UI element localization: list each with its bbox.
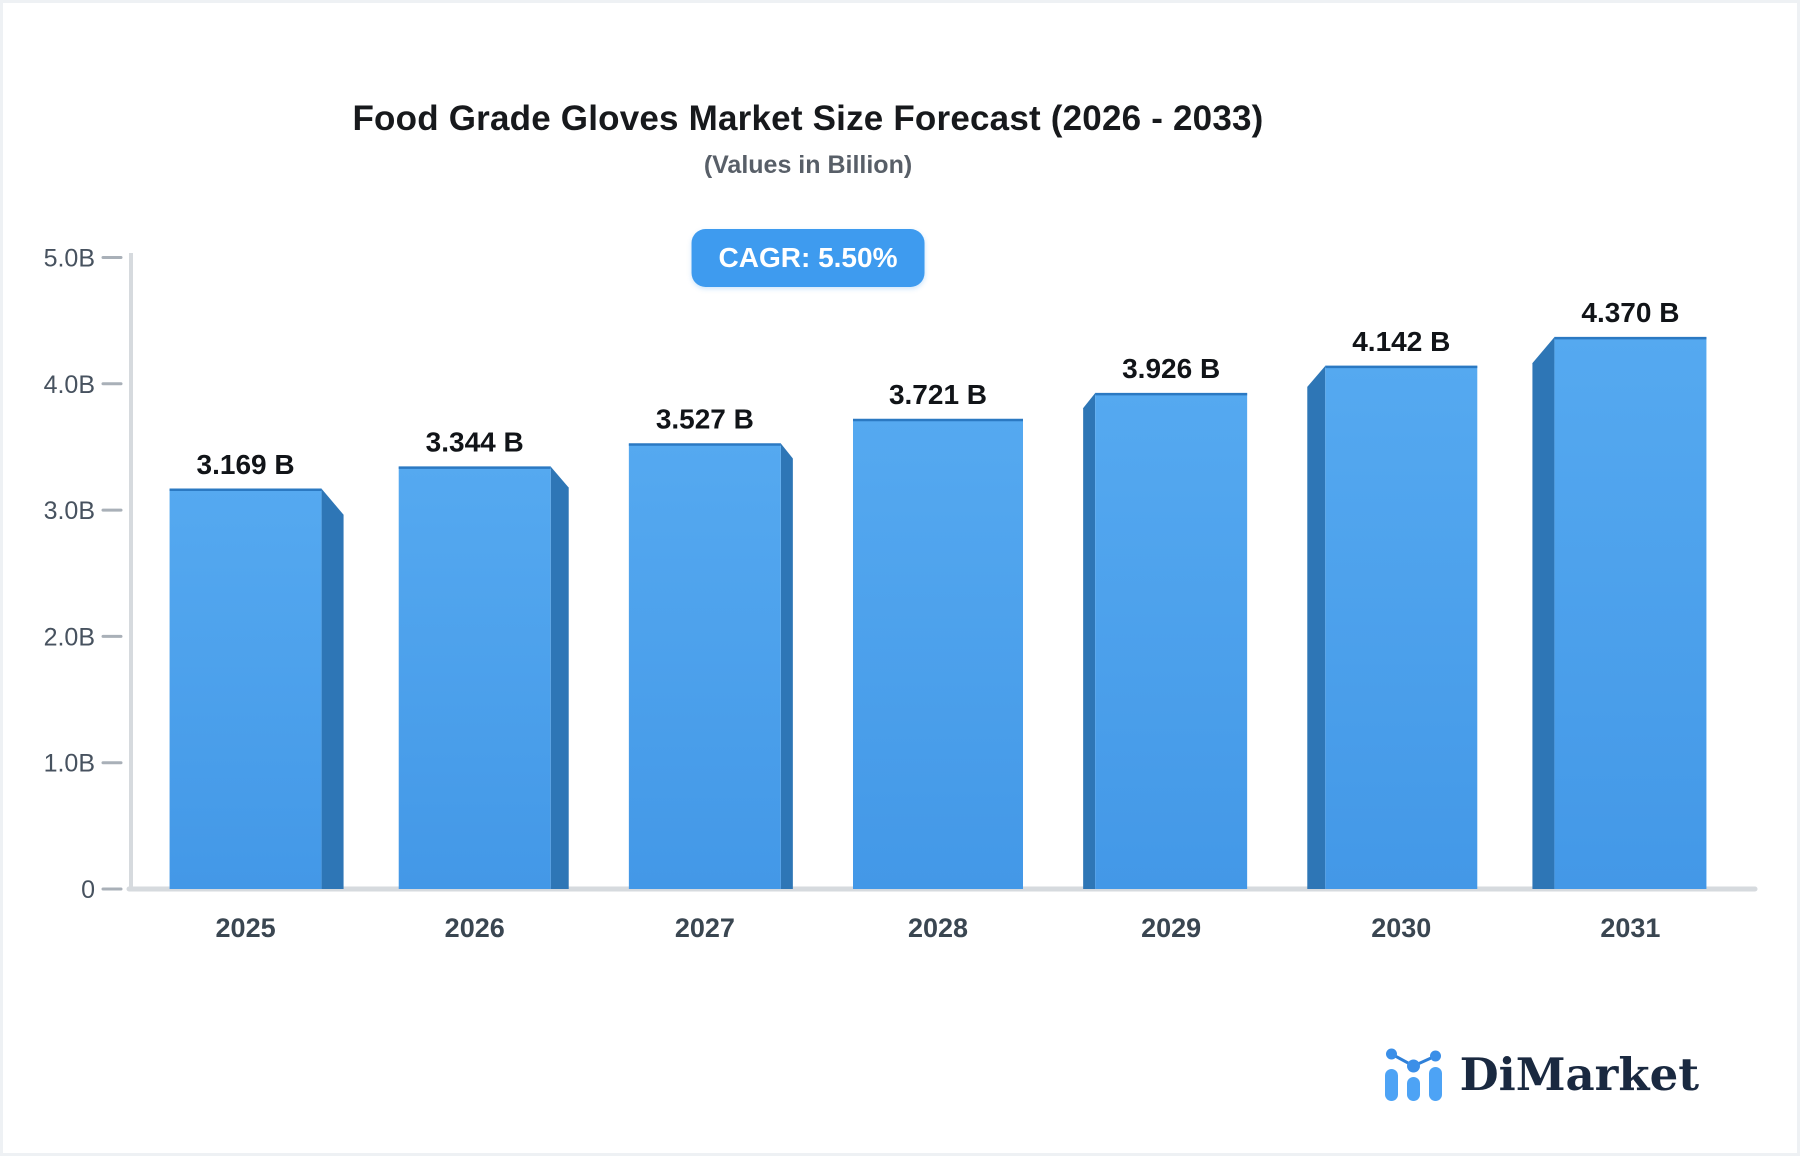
x-tick-label: 2025 — [216, 913, 276, 943]
bar-value-label: 3.527 B — [656, 404, 754, 435]
bar-value-label: 3.721 B — [889, 379, 987, 410]
x-tick-label: 2028 — [908, 913, 968, 943]
y-tick-label: 4.0B — [44, 371, 95, 399]
bar-2025 — [169, 488, 322, 889]
bar-side-2030 — [1307, 365, 1326, 890]
chart-title: Food Grade Gloves Market Size Forecast (… — [352, 99, 1264, 138]
bar-side-2026 — [550, 466, 569, 889]
bar-side-2025 — [321, 488, 344, 889]
bar-chart: 0 1.0B 2.0B 3.0B 4.0B 5.0B 3.169 B 2025 3.344 B 2… — [44, 245, 1758, 944]
bar-2030 — [1325, 365, 1478, 890]
x-tick-label: 2029 — [1141, 913, 1201, 943]
bar-value-label: 3.344 B — [426, 427, 524, 458]
bar-side-2027 — [780, 443, 793, 889]
x-tick-label: 2027 — [675, 913, 735, 943]
bar-value-label: 4.370 B — [1581, 297, 1679, 328]
bar-side-2029 — [1083, 393, 1096, 889]
y-tick-label: 1.0B — [44, 750, 95, 778]
bars — [169, 336, 1707, 890]
chart-subtitle: (Values in Billion) — [703, 151, 913, 179]
y-tick-label: 0 — [81, 876, 95, 904]
y-tick-label: 3.0B — [44, 497, 95, 525]
bar-value-label: 3.169 B — [197, 449, 295, 480]
bar-2031 — [1554, 337, 1707, 890]
bar-trend-chart-icon — [1384, 1048, 1442, 1101]
bar-side-2031 — [1532, 337, 1555, 890]
dimarket-logo: DiMarket — [1380, 1045, 1699, 1103]
bar-2027 — [628, 443, 781, 889]
labels: 0 1.0B 2.0B 3.0B 4.0B 5.0B 3.169 B 2025 3.344 B 2… — [44, 245, 1680, 944]
y-tick-label: 5.0B — [44, 245, 95, 273]
bar-2026 — [398, 466, 551, 889]
bar-2028 — [853, 419, 1023, 889]
y-tick-label: 2.0B — [44, 623, 95, 651]
bar-2029 — [1095, 393, 1248, 889]
x-tick-label: 2030 — [1371, 913, 1431, 943]
x-tick-label: 2026 — [445, 913, 505, 943]
logo-text: DiMarket — [1459, 1047, 1699, 1101]
x-tick-label: 2031 — [1600, 913, 1660, 943]
bar-value-label: 4.142 B — [1352, 326, 1450, 357]
bar-value-label: 3.926 B — [1122, 353, 1220, 384]
cagr-badge: CAGR: 5.50% — [691, 229, 925, 287]
